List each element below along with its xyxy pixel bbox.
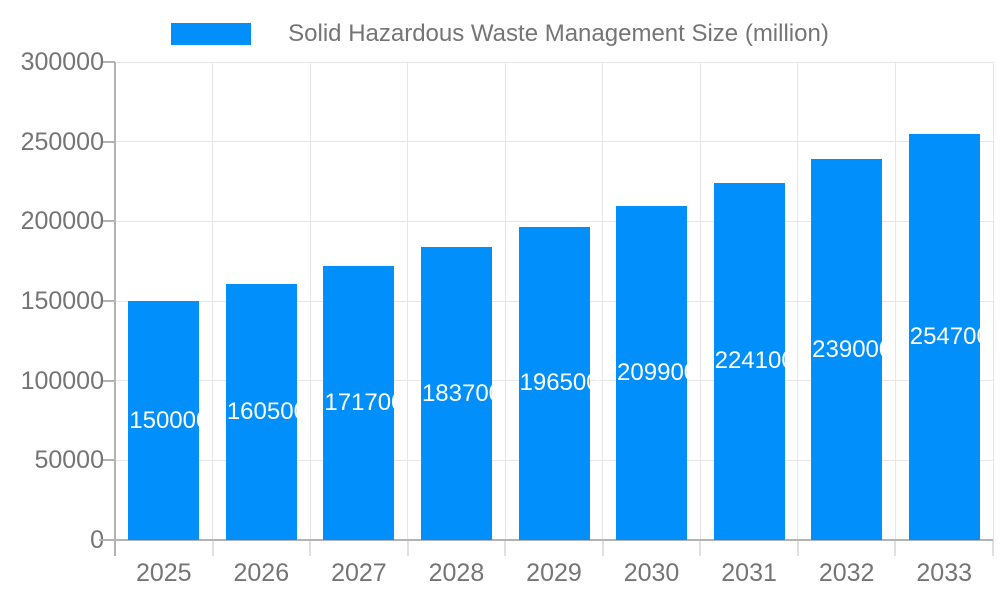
x-gridline (602, 62, 604, 540)
legend-label: Solid Hazardous Waste Management Size (m… (288, 20, 829, 47)
y-axis-label: 50000 (34, 446, 104, 475)
bar-2031[interactable]: 224100 (713, 182, 795, 540)
x-axis-tick (309, 540, 312, 556)
bar-value-label: 254700 (909, 323, 990, 351)
x-gridline (992, 62, 994, 540)
x-axis-line (99, 539, 993, 541)
x-gridline (309, 62, 311, 540)
bar-value-label: 224100 (714, 347, 795, 375)
bar-2030[interactable]: 209900 (616, 205, 697, 540)
y-axis-label: 0 (90, 526, 104, 554)
bar-2032[interactable]: 239000 (811, 159, 892, 540)
x-axis-tick (894, 540, 897, 556)
bar-2025[interactable]: 150000 (128, 301, 209, 540)
bar-value-label: 150000 (129, 406, 210, 434)
y-axis-tick (103, 140, 115, 143)
y-gridline (115, 141, 993, 143)
y-axis-label: 100000 (20, 366, 104, 395)
bar-2029[interactable]: 196500 (518, 226, 600, 540)
y-gridline (115, 61, 993, 63)
x-gridline (699, 62, 701, 540)
x-axis-label: 2030 (623, 559, 680, 587)
x-axis-tick (601, 540, 604, 556)
x-axis-label: 2026 (233, 559, 290, 587)
x-axis-tick (796, 540, 799, 556)
y-axis-line (114, 62, 116, 556)
bar-value-label: 171700 (324, 389, 405, 417)
x-axis-tick (406, 540, 409, 556)
bar-value-label: 209900 (617, 358, 698, 386)
y-axis-label: 250000 (20, 127, 104, 156)
bar-value-label: 196500 (519, 369, 600, 397)
x-axis-label: 2027 (331, 559, 387, 587)
bar-2026[interactable]: 160500 (225, 284, 307, 540)
x-axis-tick (504, 540, 507, 556)
bar-2033[interactable]: 254700 (908, 134, 990, 540)
x-axis-tick (699, 540, 702, 556)
x-gridline (894, 62, 896, 540)
x-gridline (212, 62, 214, 540)
bar-2027[interactable]: 171700 (323, 266, 404, 540)
x-gridline (504, 62, 506, 540)
legend[interactable]: Solid Hazardous Waste Management Size (m… (0, 22, 1000, 46)
y-axis-tick (103, 379, 115, 382)
x-axis-label: 2028 (428, 559, 485, 587)
bar-value-label: 183700 (421, 379, 503, 407)
x-axis-tick (992, 540, 994, 556)
y-axis-tick (103, 220, 115, 223)
x-axis-label: 2025 (135, 559, 192, 587)
x-axis-label: 2032 (818, 559, 875, 587)
y-axis-tick (103, 61, 115, 63)
bar-value-label: 239000 (812, 335, 893, 363)
x-axis-label: 2033 (916, 559, 973, 587)
y-axis-label: 200000 (20, 207, 104, 236)
x-axis-tick (211, 540, 214, 556)
x-axis-label: 2029 (526, 559, 582, 587)
bar-value-label: 160500 (226, 398, 307, 426)
legend-marker (171, 23, 252, 45)
x-axis-label: 2031 (721, 559, 777, 587)
y-axis-tick (103, 300, 115, 302)
y-axis-label: 150000 (20, 287, 104, 315)
bar-2028[interactable]: 183700 (420, 247, 502, 540)
y-axis-label: 300000 (20, 48, 104, 76)
y-gridline (115, 220, 993, 222)
y-axis-tick (103, 459, 115, 462)
x-gridline (797, 62, 799, 540)
x-gridline (407, 62, 409, 540)
